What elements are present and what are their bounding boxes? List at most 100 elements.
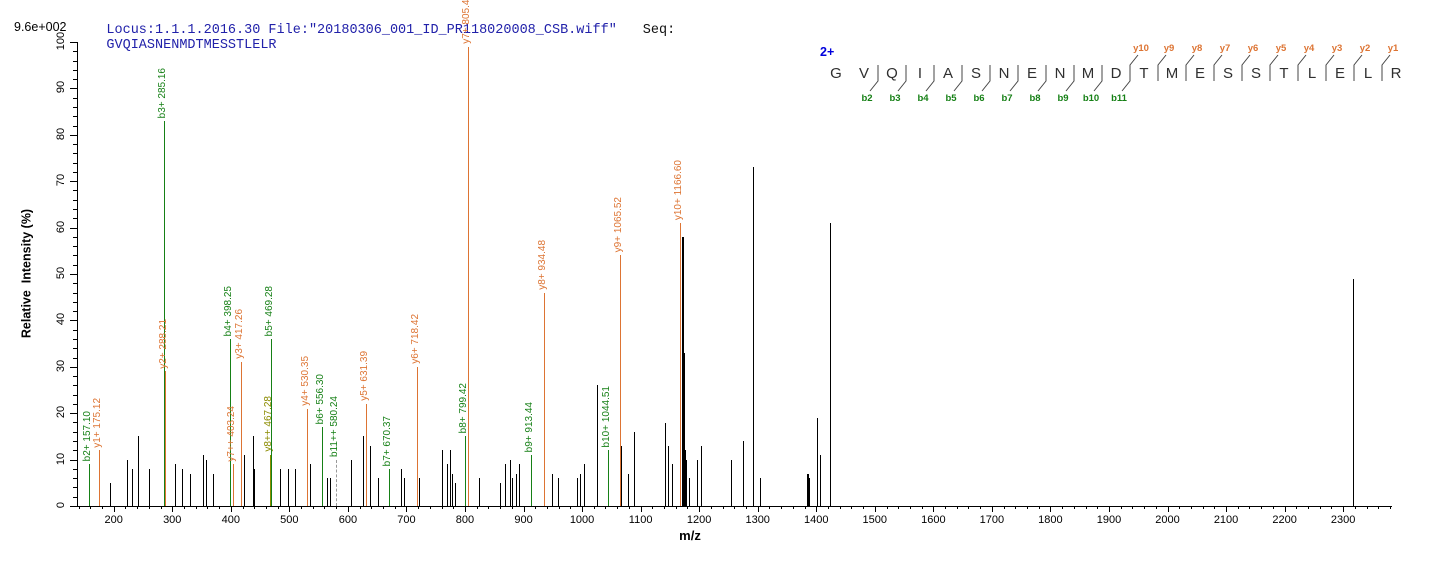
y-minor-tick (73, 60, 77, 62)
x-minor-tick (710, 506, 712, 509)
x-tick-label: 800 (455, 514, 475, 526)
spectrum-peak (254, 468, 256, 506)
x-minor-tick (265, 506, 267, 509)
spectrum-peak (667, 445, 669, 506)
y-minor-tick (73, 246, 77, 248)
spectrum-peak (287, 468, 289, 506)
y-minor-tick (73, 487, 77, 489)
x-major-tick (991, 506, 993, 512)
x-minor-tick (722, 506, 724, 509)
b-cut-mark (925, 65, 935, 92)
intensity-scale-label: 9.6e+002 (14, 20, 67, 34)
fragment-label-b9+: b9+ 913.44 (524, 401, 536, 452)
x-tick-label: 600 (338, 514, 358, 526)
y-minor-tick (73, 144, 77, 146)
y-minor-tick (73, 218, 77, 220)
x-major-tick (699, 506, 701, 512)
x-minor-tick (593, 506, 595, 509)
fragment-label-y10+: y10+ 1166.60 (672, 159, 684, 220)
y-minor-tick (73, 79, 77, 81)
spectrum-peak (404, 478, 406, 506)
y-ion-label-y6: y6 (1248, 43, 1259, 54)
b-ion-label-b11: b11 (1111, 93, 1128, 104)
y-cut-mark (1241, 54, 1251, 81)
residue-19: E (1335, 65, 1345, 82)
spectrum-peak (509, 459, 511, 506)
x-minor-tick (652, 506, 654, 509)
spectrum-peak (212, 473, 214, 506)
y-minor-tick (73, 125, 77, 127)
x-major-tick (172, 506, 174, 512)
b-cut-mark (1093, 65, 1103, 92)
y-ion-label-y2: y2 (1360, 43, 1371, 54)
y-minor-tick (73, 468, 77, 470)
b-cut-mark (1121, 65, 1131, 92)
residue-17: T (1279, 65, 1288, 82)
residue-7: N (999, 65, 1010, 82)
spectrum-peak (819, 455, 821, 506)
spectrum-peak (351, 459, 353, 506)
x-minor-tick (441, 506, 443, 509)
x-minor-tick (1097, 506, 1099, 509)
x-tick-label: 1700 (979, 514, 1005, 526)
fragment-peak-y7++ (232, 464, 234, 506)
x-minor-tick (254, 506, 256, 509)
x-minor-tick (148, 506, 150, 509)
fragment-label-b7+: b7+ 670.37 (382, 415, 394, 466)
spectrum-peak (441, 450, 443, 506)
residue-15: S (1223, 65, 1233, 82)
spectrum-peak (515, 473, 517, 506)
spectrum-peak (127, 459, 129, 506)
y-minor-tick (73, 441, 77, 443)
x-major-tick (289, 506, 291, 512)
spectrum-peak (817, 417, 819, 506)
spectrum-peak (452, 473, 454, 506)
fragment-peak-b7+ (389, 468, 391, 506)
fragment-label-b8+: b8+ 799.42 (457, 383, 469, 434)
x-minor-tick (956, 506, 958, 509)
x-minor-tick (1003, 506, 1005, 509)
plot-area: b2+ 157.10 y1+ 175.12 b3+ 285.16 y2+ 288.21… (78, 0, 1390, 506)
fragment-peak-b6+ (322, 427, 324, 506)
x-major-tick (1050, 506, 1052, 512)
fragment-label-y7+: y7+ 805.46 (461, 0, 473, 44)
y-minor-tick (73, 403, 77, 405)
y-minor-tick (73, 283, 77, 285)
y-major-tick (70, 134, 77, 136)
y-tick-label: 70 (55, 174, 67, 187)
x-minor-tick (418, 506, 420, 509)
y-tick-label: 90 (55, 81, 67, 94)
x-minor-tick (734, 506, 736, 509)
y-tick-label: 60 (55, 220, 67, 233)
spectrum-peak (830, 223, 832, 506)
x-major-tick (1108, 506, 1110, 512)
x-major-tick (757, 506, 759, 512)
y-axis-title: Relative Intensity (%) (19, 208, 34, 339)
y-minor-tick (73, 348, 77, 350)
spectrum-peak (628, 473, 630, 506)
fragment-peak-y8++ (270, 455, 272, 506)
x-minor-tick (102, 506, 103, 509)
spectrum-peak (148, 468, 150, 506)
b-ion-label-b9: b9 (1057, 93, 1068, 104)
x-tick-label: 2200 (1272, 514, 1297, 526)
x-minor-tick (628, 506, 630, 509)
fragment-label-b5+: b5+ 469.28 (264, 285, 276, 336)
x-axis-title: m/z (679, 528, 701, 543)
spectrum-peak (137, 436, 139, 506)
x-tick-label: 900 (514, 514, 533, 526)
y-tick-label: 30 (55, 359, 67, 372)
y-major-tick (70, 88, 77, 90)
x-minor-tick (1144, 506, 1146, 509)
x-minor-tick (968, 506, 970, 509)
fragment-peak-b4+ (229, 339, 231, 506)
fragment-peak-b3+ (163, 120, 165, 506)
spectrum-peak (369, 445, 371, 506)
x-minor-tick (863, 506, 865, 509)
y-tick-label: 40 (55, 313, 67, 326)
b-cut-mark (981, 65, 991, 92)
fragment-label-b2+: b2+ 157.10 (81, 410, 93, 462)
x-minor-tick (488, 506, 490, 509)
spectrum-peak (633, 431, 635, 506)
x-minor-tick (1331, 506, 1333, 509)
